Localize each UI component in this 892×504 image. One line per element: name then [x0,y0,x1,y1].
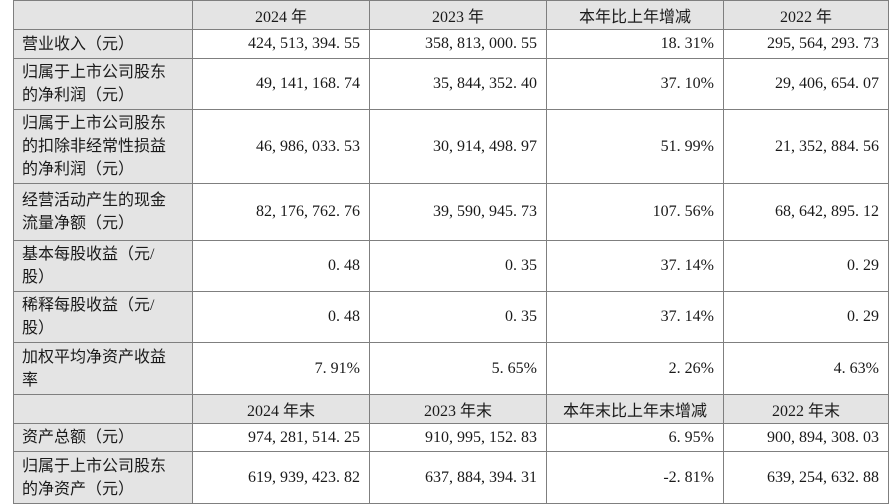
row-label: 归属于上市公司股东的净资产（元） [13,451,193,504]
header-2023: 2023 年 [369,0,547,30]
value-cell: 974, 281, 514. 25 [192,423,370,452]
value-cell: 7. 91% [192,342,370,395]
value-cell: 37. 10% [546,58,724,110]
table-row-diluted-eps: 稀释每股收益（元/股） 0. 48 0. 35 37. 14% 0. 29 [13,291,889,343]
header-2022: 2022 年 [723,0,889,30]
value-cell: 68, 642, 895. 12 [723,183,889,241]
value-cell: 2. 26% [546,342,724,395]
row-label: 经营活动产生的现金流量净额（元） [13,183,193,241]
table-row-revenue: 营业收入（元） 424, 513, 394. 55 358, 813, 000.… [13,29,889,59]
corner-cell [13,0,193,30]
section1-header-row: 2024 年 2023 年 本年比上年增减 2022 年 [13,0,889,30]
header-yoy-end-change: 本年末比上年末增减 [546,394,724,424]
value-cell: 35, 844, 352. 40 [369,58,547,110]
value-cell: 107. 56% [546,183,724,241]
table-row-basic-eps: 基本每股收益（元/股） 0. 48 0. 35 37. 14% 0. 29 [13,240,889,292]
header-yoy-change: 本年比上年增减 [546,0,724,30]
value-cell: 30, 914, 498. 97 [369,109,547,184]
row-label: 基本每股收益（元/股） [13,240,193,292]
table-row-total-assets: 资产总额（元） 974, 281, 514. 25 910, 995, 152.… [13,423,889,452]
value-cell: 18. 31% [546,29,724,59]
value-cell: 900, 894, 308. 03 [723,423,889,452]
value-cell: 4. 63% [723,342,889,395]
value-cell: 0. 35 [369,291,547,343]
value-cell: 46, 986, 033. 53 [192,109,370,184]
value-cell: 0. 48 [192,240,370,292]
value-cell: 37. 14% [546,240,724,292]
header-2022-end: 2022 年末 [723,394,889,424]
row-label: 归属于上市公司股东的净利润（元） [13,58,193,110]
table-row-weighted-roe: 加权平均净资产收益率 7. 91% 5. 65% 2. 26% 4. 63% [13,342,889,395]
value-cell: 5. 65% [369,342,547,395]
row-label: 资产总额（元） [13,423,193,452]
value-cell: -2. 81% [546,451,724,504]
table-row-net-profit: 归属于上市公司股东的净利润（元） 49, 141, 168. 74 35, 84… [13,58,889,110]
value-cell: 0. 48 [192,291,370,343]
table-row-operating-cash-flow: 经营活动产生的现金流量净额（元） 82, 176, 762. 76 39, 59… [13,183,889,241]
value-cell: 0. 29 [723,291,889,343]
value-cell: 6. 95% [546,423,724,452]
value-cell: 637, 884, 394. 31 [369,451,547,504]
row-label: 营业收入（元） [13,29,193,59]
section2-header-row: 2024 年末 2023 年末 本年末比上年末增减 2022 年末 [13,394,889,424]
table-row-net-assets: 归属于上市公司股东的净资产（元） 619, 939, 423. 82 637, … [13,451,889,504]
header-2024-end: 2024 年末 [192,394,370,424]
financial-summary-table: 2024 年 2023 年 本年比上年增减 2022 年 营业收入（元） 424… [13,0,889,504]
row-label: 加权平均净资产收益率 [13,342,193,395]
row-label: 归属于上市公司股东的扣除非经常性损益的净利润（元） [13,109,193,184]
corner-cell [13,394,193,424]
value-cell: 619, 939, 423. 82 [192,451,370,504]
value-cell: 358, 813, 000. 55 [369,29,547,59]
value-cell: 639, 254, 632. 88 [723,451,889,504]
value-cell: 49, 141, 168. 74 [192,58,370,110]
value-cell: 0. 35 [369,240,547,292]
value-cell: 82, 176, 762. 76 [192,183,370,241]
value-cell: 37. 14% [546,291,724,343]
value-cell: 424, 513, 394. 55 [192,29,370,59]
value-cell: 29, 406, 654. 07 [723,58,889,110]
value-cell: 0. 29 [723,240,889,292]
header-2023-end: 2023 年末 [369,394,547,424]
value-cell: 21, 352, 884. 56 [723,109,889,184]
value-cell: 910, 995, 152. 83 [369,423,547,452]
header-2024: 2024 年 [192,0,370,30]
value-cell: 51. 99% [546,109,724,184]
value-cell: 39, 590, 945. 73 [369,183,547,241]
row-label: 稀释每股收益（元/股） [13,291,193,343]
value-cell: 295, 564, 293. 73 [723,29,889,59]
table-row-deducted-net-profit: 归属于上市公司股东的扣除非经常性损益的净利润（元） 46, 986, 033. … [13,109,889,184]
